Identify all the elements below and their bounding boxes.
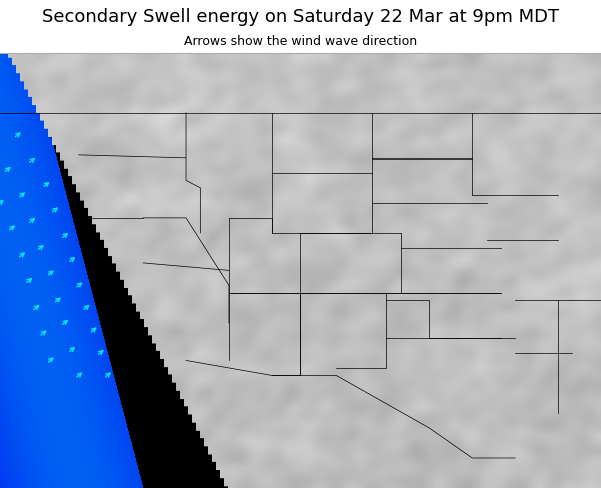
- Text: Arrows show the wind wave direction: Arrows show the wind wave direction: [184, 36, 417, 48]
- Text: Secondary Swell energy on Saturday 22 Mar at 9pm MDT: Secondary Swell energy on Saturday 22 Ma…: [42, 8, 559, 26]
